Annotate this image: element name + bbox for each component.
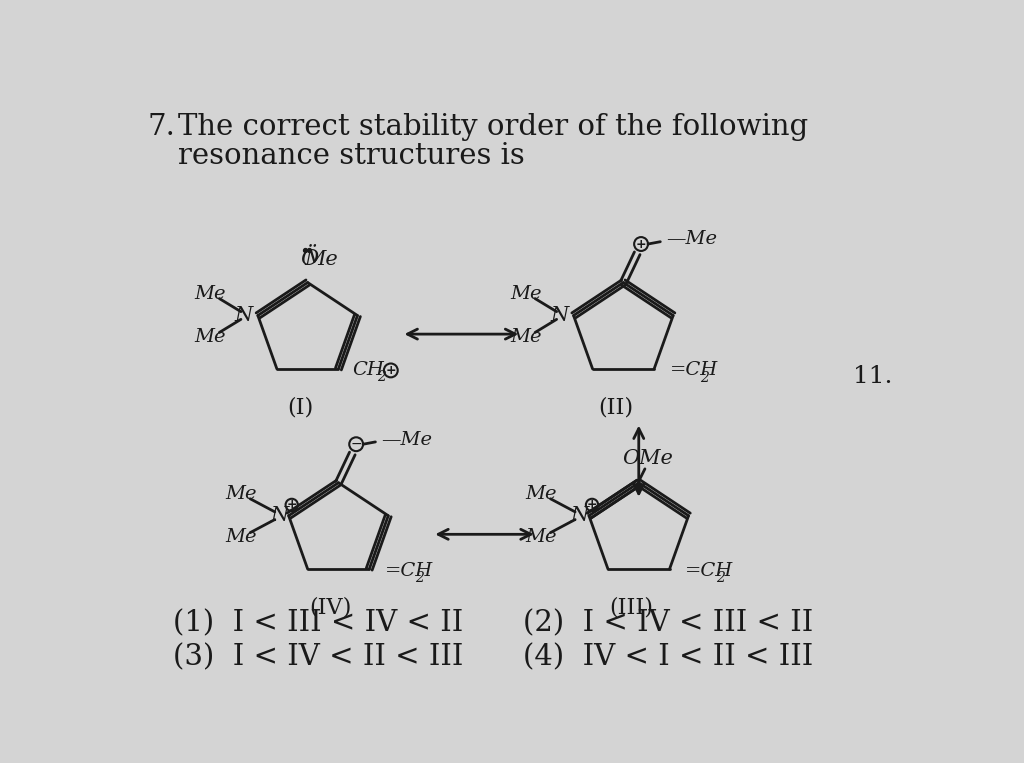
- Text: Me: Me: [510, 285, 542, 303]
- Text: Me: Me: [305, 250, 338, 269]
- Text: Me: Me: [225, 485, 257, 503]
- Text: (4)  IV < I < II < III: (4) IV < I < II < III: [523, 643, 813, 671]
- Text: (II): (II): [598, 396, 633, 418]
- Text: =CH: =CH: [385, 562, 433, 580]
- Text: (III): (III): [609, 597, 653, 619]
- Text: OMe: OMe: [623, 449, 674, 468]
- Text: 2: 2: [416, 571, 424, 585]
- Text: =CH: =CH: [670, 362, 718, 379]
- Text: —Me: —Me: [667, 230, 718, 249]
- Text: (I): (I): [287, 396, 313, 418]
- Text: Me: Me: [525, 485, 557, 503]
- Text: N: N: [551, 306, 568, 325]
- Text: 2: 2: [377, 369, 386, 384]
- Text: (IV): (IV): [309, 597, 352, 619]
- Text: Me: Me: [225, 528, 257, 546]
- Text: N: N: [570, 506, 589, 525]
- Text: Me: Me: [195, 328, 226, 346]
- Text: 2: 2: [700, 371, 710, 385]
- Text: 11.: 11.: [853, 365, 893, 388]
- Text: The correct stability order of the following: The correct stability order of the follo…: [178, 113, 808, 141]
- Text: Me: Me: [510, 328, 542, 346]
- Text: Me: Me: [195, 285, 226, 303]
- Text: −: −: [350, 437, 361, 451]
- Text: resonance structures is: resonance structures is: [178, 142, 525, 169]
- Text: —Me: —Me: [382, 430, 432, 449]
- Text: (1)  I < III < IV < II: (1) I < III < IV < II: [173, 609, 463, 637]
- Text: 7.: 7.: [147, 113, 175, 141]
- Text: =CH: =CH: [685, 562, 733, 580]
- Text: +: +: [587, 498, 597, 511]
- Text: +: +: [385, 364, 396, 377]
- Text: 2: 2: [716, 571, 725, 585]
- Text: N: N: [270, 506, 289, 525]
- Text: Ö: Ö: [300, 249, 318, 270]
- Text: +: +: [636, 237, 646, 250]
- Text: N: N: [234, 306, 253, 325]
- Text: +: +: [287, 498, 297, 511]
- Text: Me: Me: [525, 528, 557, 546]
- Text: CH: CH: [352, 362, 384, 379]
- Text: (3)  I < IV < II < III: (3) I < IV < II < III: [173, 643, 463, 671]
- Text: (2)  I < IV < III < II: (2) I < IV < III < II: [523, 609, 813, 637]
